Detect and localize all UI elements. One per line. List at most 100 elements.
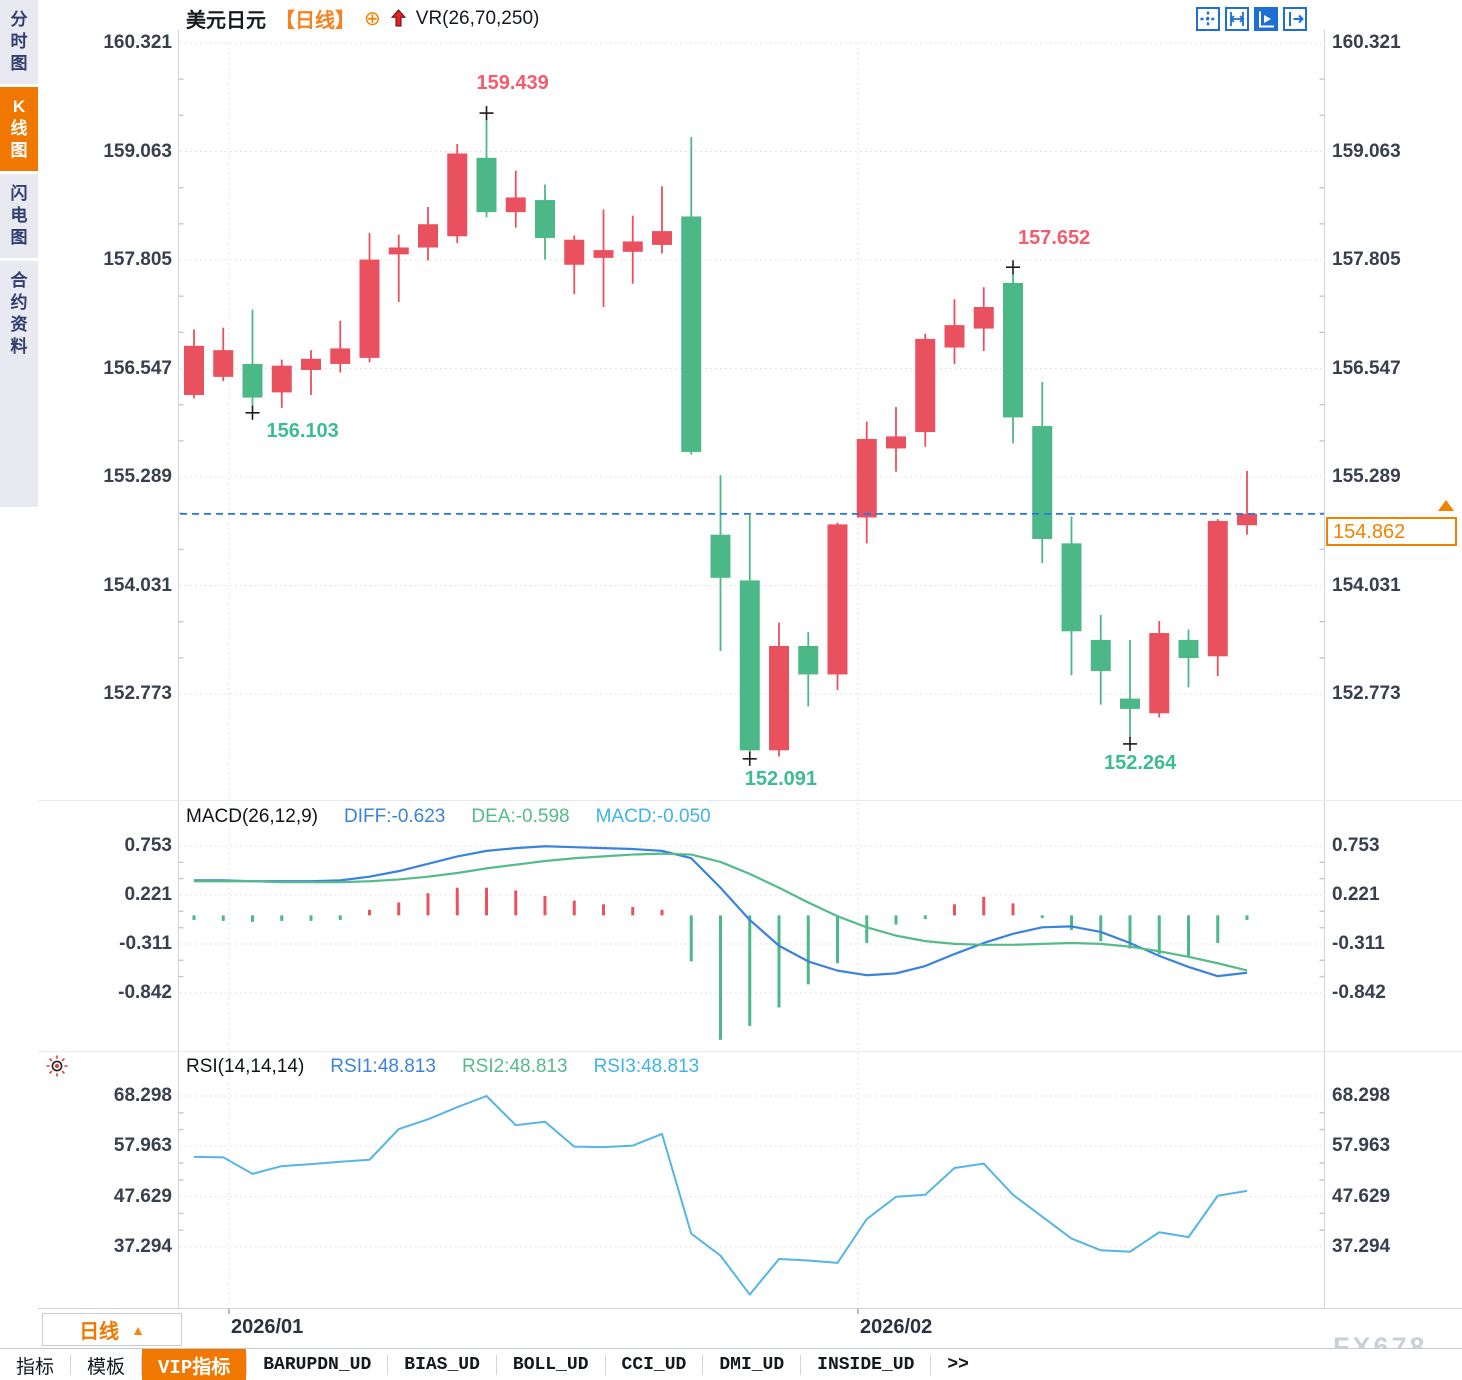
tab-separator xyxy=(604,1355,606,1375)
candle xyxy=(1120,639,1140,738)
rsi-title[interactable]: RSI(14,14,14) xyxy=(186,1056,305,1077)
candle xyxy=(973,287,994,351)
candle xyxy=(1061,516,1082,676)
price-tick-label-left: 159.063 xyxy=(103,140,172,162)
bottom-tab-BARUPDN_UD[interactable]: BARUPDN_UD xyxy=(263,1355,372,1375)
high-price-annotation: 159.439 xyxy=(476,72,549,95)
high-price-annotation: 157.652 xyxy=(1018,227,1091,250)
current-price-value: 154.862 xyxy=(1333,521,1406,543)
x-axis-month-label: 2026/02 xyxy=(860,1316,933,1338)
candle xyxy=(827,522,848,690)
current-price-badge: 154.862 xyxy=(1326,517,1457,546)
bottom-tab->>[interactable]: >> xyxy=(947,1355,969,1375)
macd-dea-line xyxy=(194,852,1248,972)
rsi-tick-label-right: 68.298 xyxy=(1332,1085,1391,1106)
rsi-tick-label-right: 57.963 xyxy=(1332,1135,1391,1157)
candle xyxy=(476,119,497,218)
extreme-marker-cross xyxy=(742,751,757,766)
sidebar-tab-合约资料[interactable]: 合 约 资 料 xyxy=(0,261,38,367)
macd-header: MACD(26,12,9) DIFF:-0.623 DEA:-0.598 MAC… xyxy=(186,806,711,828)
candle xyxy=(330,320,351,373)
macd-tick-label-left: 0.753 xyxy=(124,834,172,856)
extreme-marker-cross xyxy=(1123,736,1137,751)
rsi3-value: RSI3:48.813 xyxy=(593,1056,700,1077)
period-tag: 【日线】 xyxy=(275,10,355,32)
tab-separator xyxy=(495,1355,497,1375)
candle xyxy=(1090,614,1111,705)
period-label: 日线 xyxy=(79,1321,120,1343)
rsi-tick-label-left: 37.294 xyxy=(113,1235,172,1257)
symbol-name: 美元日元 xyxy=(186,10,266,32)
macd-title[interactable]: MACD(26,12,9) xyxy=(186,806,318,827)
pan-crosshair-icon[interactable] xyxy=(1196,7,1220,31)
candle xyxy=(798,632,819,707)
tab-separator xyxy=(246,1355,248,1375)
candles-layer[interactable] xyxy=(184,119,1257,757)
candle xyxy=(856,421,877,544)
rsi1-value: RSI1:48.813 xyxy=(330,1056,436,1077)
sidebar-tab-K线图[interactable]: K 线 图 xyxy=(0,87,38,171)
candle xyxy=(301,350,321,395)
signal-up-arrow-icon xyxy=(390,9,406,27)
tab-separator xyxy=(800,1355,802,1375)
candle xyxy=(1003,273,1023,444)
chart-title: 美元日元 【日线】 ⊕ VR(26,70,250) xyxy=(186,4,539,33)
low-price-annotation: 152.091 xyxy=(744,767,818,790)
macd-diff-line xyxy=(194,845,1248,978)
axis-scale-icon[interactable] xyxy=(1225,7,1249,31)
candle xyxy=(739,514,760,753)
bottom-tab-CCI_UD[interactable]: CCI_UD xyxy=(621,1355,687,1375)
indicator-tab-bar: 指标 模板 VIP指标 BARUPDN_UD BIAS_UD BOLL_UD CCI_UD D… xyxy=(0,1348,1462,1380)
candle xyxy=(769,622,789,757)
bottom-tab-模板[interactable]: 模板 xyxy=(87,1356,126,1378)
candle xyxy=(418,206,438,261)
candle xyxy=(593,209,614,308)
macd-tick-label-left: 0.221 xyxy=(124,883,172,905)
tab-separator xyxy=(387,1355,389,1375)
bottom-tab-BIAS_UD[interactable]: BIAS_UD xyxy=(404,1355,480,1375)
sidebar-tab-闪电图[interactable]: 闪 电 图 xyxy=(0,174,38,258)
bottom-tab-指标[interactable]: 指标 xyxy=(16,1356,55,1378)
period-selector[interactable]: 日线 ▲ xyxy=(42,1313,182,1346)
candle xyxy=(359,232,380,363)
indicator-settings-sun-icon[interactable] xyxy=(45,1054,69,1078)
macd-diff-value: DIFF:-0.623 xyxy=(344,806,446,827)
candle xyxy=(1032,382,1053,564)
x-axis-month-label: 2026/01 xyxy=(231,1316,304,1338)
price-tick-label-right: 160.321 xyxy=(1332,32,1401,53)
low-price-annotation: 152.264 xyxy=(1104,751,1177,774)
candle xyxy=(915,333,936,447)
macd-dea-value: DEA:-0.598 xyxy=(471,806,570,827)
price-tick-label-left: 154.031 xyxy=(103,574,172,596)
candle xyxy=(1149,620,1170,718)
auto-fit-icon[interactable] xyxy=(1254,7,1278,31)
candle xyxy=(271,359,292,408)
bottom-tab-INSIDE_UD[interactable]: INSIDE_UD xyxy=(817,1355,915,1375)
bottom-tab-DMI_UD[interactable]: DMI_UD xyxy=(719,1355,785,1375)
chart-toolbar xyxy=(1196,7,1307,31)
price-tick-label-left: 156.547 xyxy=(103,357,172,379)
sidebar-filler xyxy=(0,367,38,507)
bottom-tab-VIP指标[interactable]: VIP指标 xyxy=(142,1349,247,1380)
rsi-tick-label-right: 47.629 xyxy=(1332,1185,1391,1207)
add-indicator-icon[interactable]: ⊕ xyxy=(364,7,381,30)
candle xyxy=(886,407,906,472)
bottom-tab-BOLL_UD[interactable]: BOLL_UD xyxy=(512,1355,589,1375)
price-tick-label-right: 152.773 xyxy=(1332,683,1401,704)
candle xyxy=(535,184,555,260)
candle xyxy=(388,234,409,302)
candle xyxy=(242,309,263,407)
candle xyxy=(447,143,468,244)
rsi2-value: RSI2:48.813 xyxy=(461,1056,568,1077)
price-tick-label-right: 157.805 xyxy=(1332,249,1401,270)
tab-separator xyxy=(70,1355,72,1375)
price-tick-label-left: 160.321 xyxy=(103,32,172,53)
vr-indicator-label[interactable]: VR(26,70,250) xyxy=(415,7,540,29)
sidebar-tab-分时图[interactable]: 分 时 图 xyxy=(0,0,38,84)
candle xyxy=(944,299,965,364)
collapse-panel-icon[interactable] xyxy=(1283,7,1307,31)
macd-layer xyxy=(192,845,1249,1040)
